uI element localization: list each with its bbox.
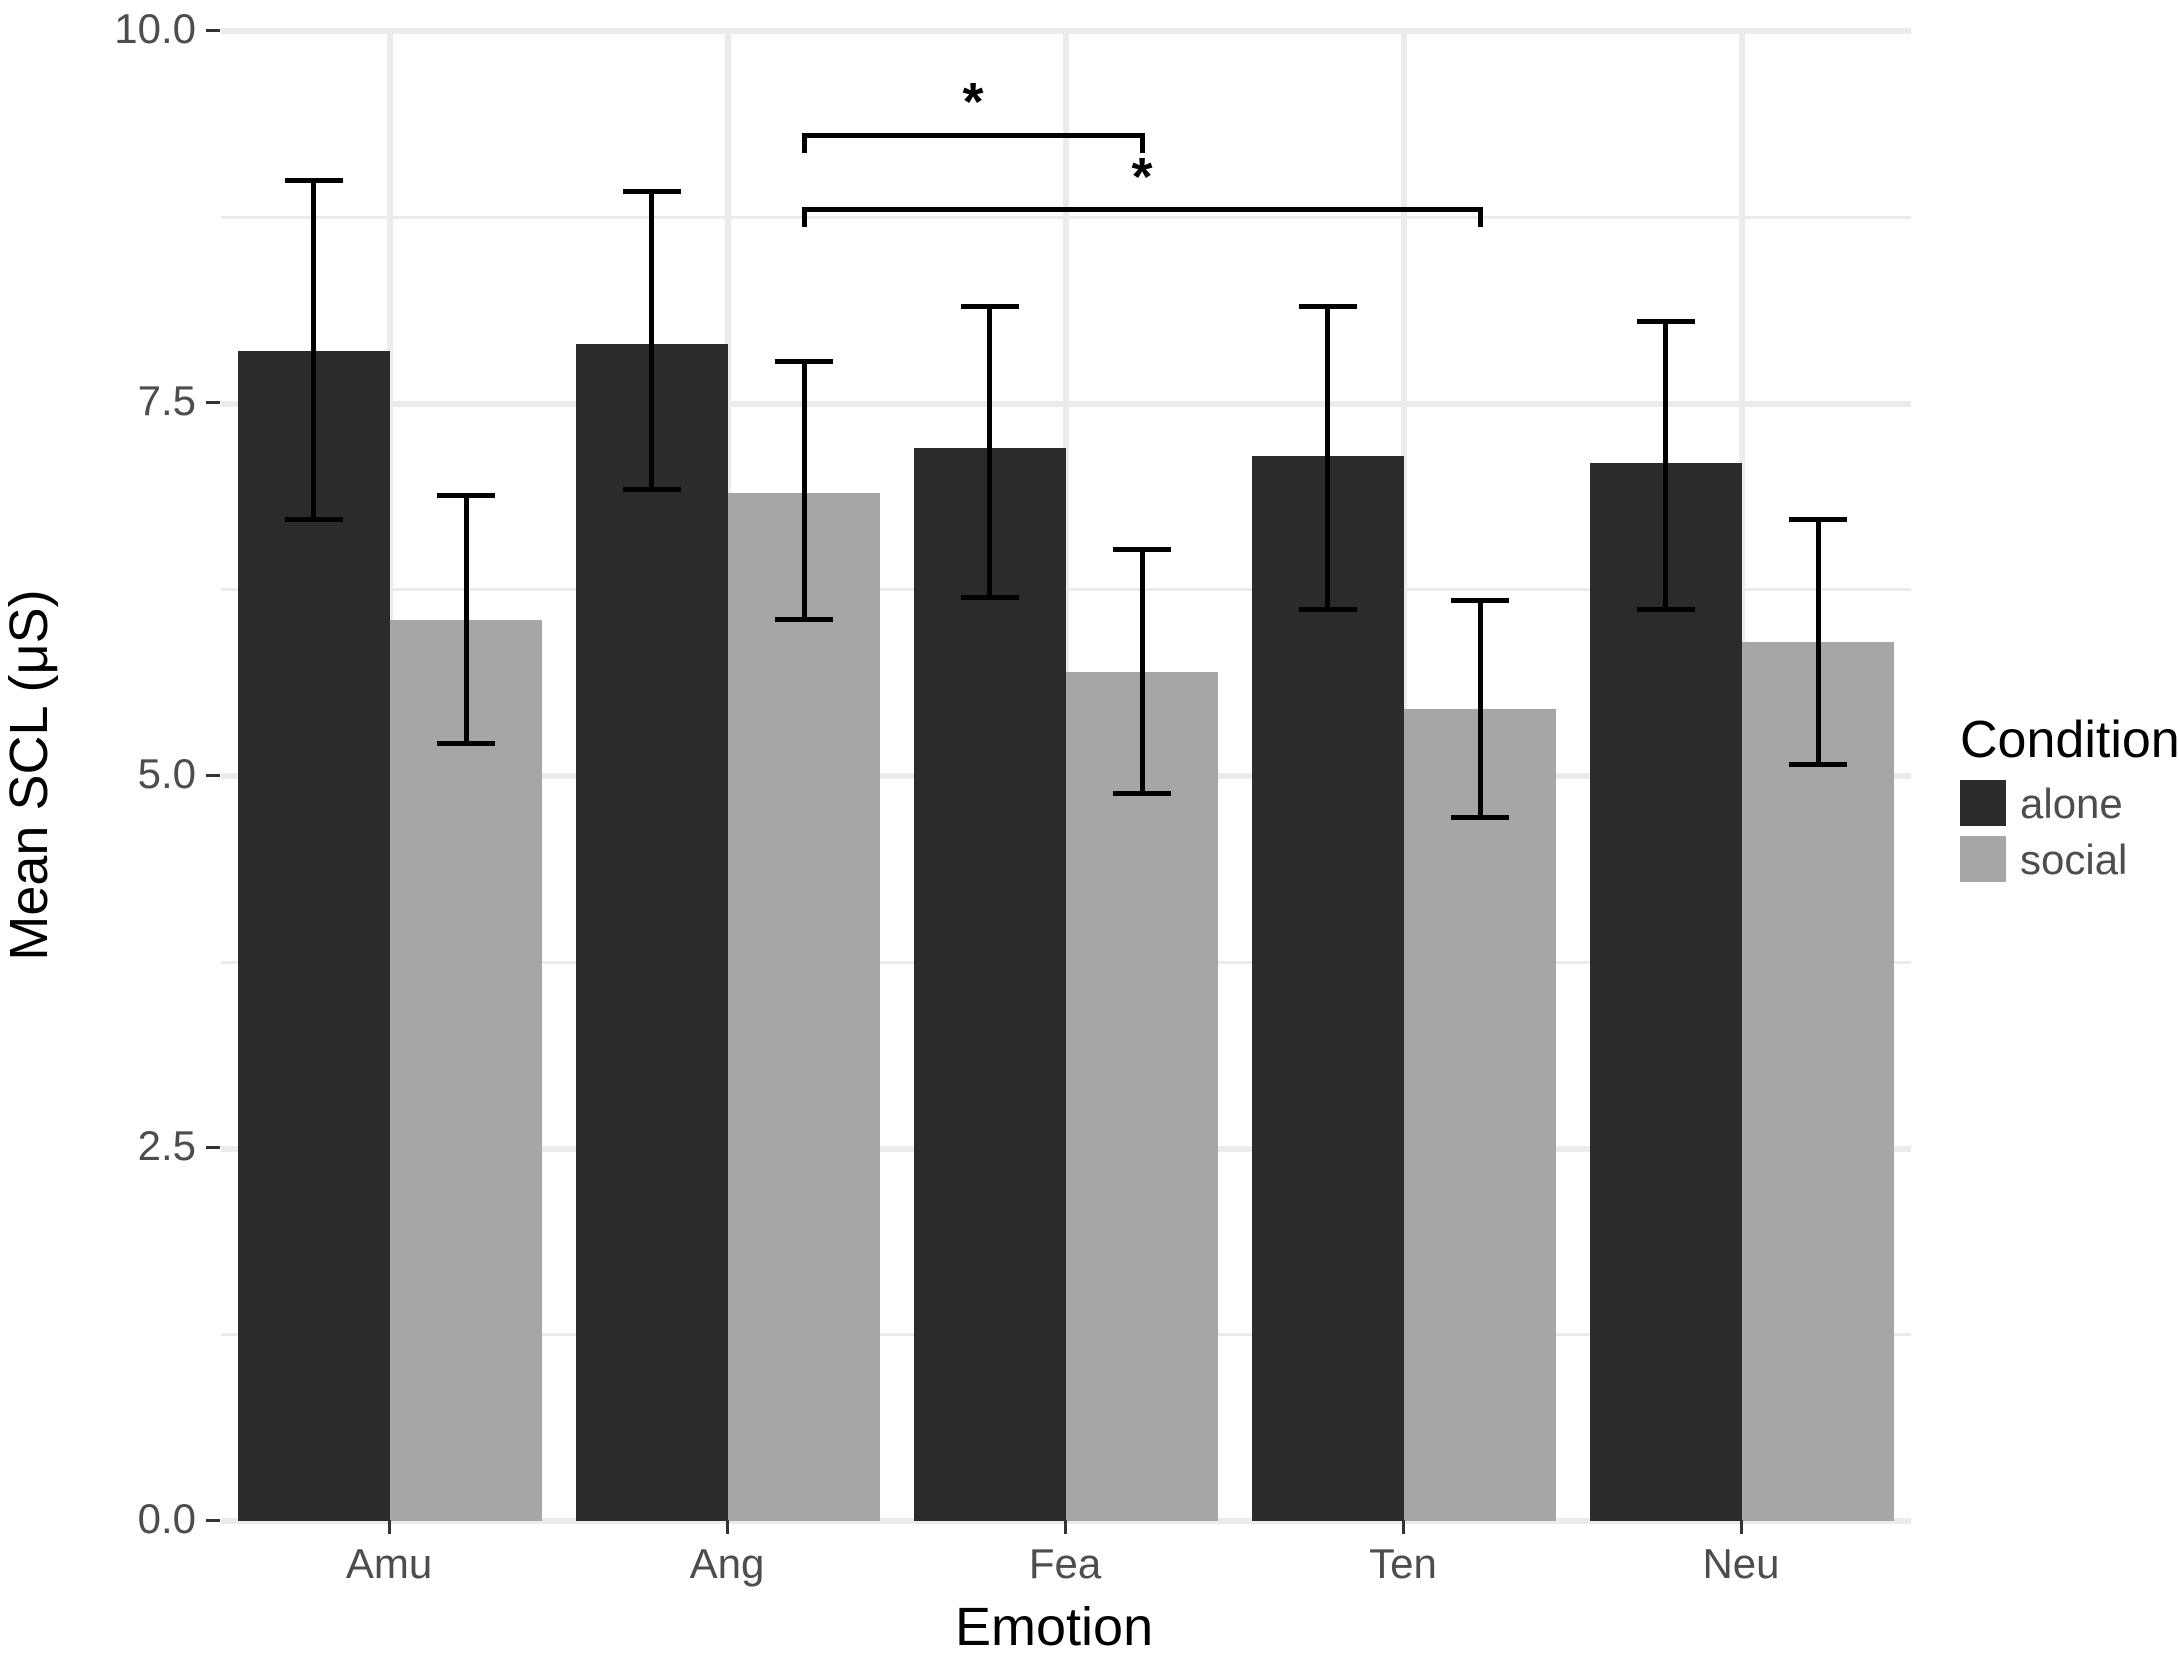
error-cap [1299, 607, 1357, 612]
error-cap [437, 741, 495, 746]
x-tick [1402, 1520, 1405, 1534]
error-cap [1637, 319, 1695, 324]
y-tick-label: 2.5 [138, 1122, 196, 1170]
bar-amu-social [390, 620, 542, 1521]
y-tick-label: 10.0 [114, 5, 196, 53]
error-cap [961, 304, 1019, 309]
legend-title: Condition [1960, 710, 2179, 770]
error-bar [1663, 322, 1668, 610]
y-tick-label: 5.0 [138, 750, 196, 798]
error-bar [1140, 550, 1145, 794]
bar-neu-social [1742, 642, 1894, 1521]
error-bar [1478, 600, 1483, 818]
error-cap [623, 487, 681, 492]
error-bar [802, 362, 807, 620]
bar-ten-alone [1252, 456, 1404, 1521]
significance-bar [804, 207, 1480, 212]
error-cap [1451, 815, 1509, 820]
error-cap [623, 189, 681, 194]
error-cap [775, 617, 833, 622]
error-bar [649, 192, 654, 490]
significance-tick [802, 133, 807, 153]
bar-ang-social [728, 493, 880, 1521]
x-tick-label: Neu [1702, 1540, 1779, 1588]
y-tick-label: 0.0 [138, 1495, 196, 1543]
error-cap [1113, 547, 1171, 552]
grid-horizontal-minor [221, 216, 1911, 219]
error-bar [987, 307, 992, 598]
scl-bar-chart: ** Mean SCL (μS) Emotion Condition 0.02.… [0, 0, 2179, 1672]
significance-star: * [963, 71, 984, 133]
significance-tick [1478, 207, 1483, 227]
x-axis-title: Emotion [955, 1596, 1153, 1658]
x-tick [1740, 1520, 1743, 1534]
error-cap [285, 517, 343, 522]
x-tick [1064, 1520, 1067, 1534]
significance-bar [804, 133, 1142, 138]
error-cap [775, 359, 833, 364]
bar-fea-alone [914, 448, 1066, 1521]
y-tick [206, 401, 220, 404]
error-cap [1789, 517, 1847, 522]
error-bar [1325, 307, 1330, 609]
error-cap [1451, 598, 1509, 603]
error-cap [285, 178, 343, 183]
significance-star: * [1132, 146, 1153, 208]
y-tick [206, 1519, 220, 1522]
y-tick-label: 7.5 [138, 377, 196, 425]
grid-horizontal [221, 401, 1911, 407]
x-tick [388, 1520, 391, 1534]
x-tick-label: Ten [1369, 1540, 1437, 1588]
x-tick-label: Amu [346, 1540, 432, 1588]
error-bar [311, 180, 316, 520]
bar-amu-alone [238, 351, 390, 1521]
error-cap [1637, 607, 1695, 612]
legend-swatch-alone [1960, 780, 2006, 826]
bar-ang-alone [576, 344, 728, 1521]
x-tick-label: Fea [1029, 1540, 1101, 1588]
grid-horizontal [221, 28, 1911, 34]
x-tick [726, 1520, 729, 1534]
plot-panel: ** [220, 30, 1912, 1522]
error-cap [1299, 304, 1357, 309]
bar-fea-social [1066, 672, 1218, 1521]
error-cap [1789, 762, 1847, 767]
bar-neu-alone [1590, 463, 1742, 1521]
bar-ten-social [1404, 709, 1556, 1521]
error-bar [464, 496, 469, 743]
y-axis-title: Mean SCL (μS) [0, 589, 60, 960]
error-cap [437, 493, 495, 498]
y-tick [206, 1146, 220, 1149]
y-tick [206, 29, 220, 32]
legend-label-social: social [2020, 836, 2127, 884]
y-tick [206, 774, 220, 777]
legend-swatch-social [1960, 836, 2006, 882]
error-cap [961, 595, 1019, 600]
error-bar [1816, 520, 1821, 764]
legend-label-alone: alone [2020, 780, 2123, 828]
significance-tick [802, 207, 807, 227]
x-tick-label: Ang [690, 1540, 765, 1588]
error-cap [1113, 791, 1171, 796]
